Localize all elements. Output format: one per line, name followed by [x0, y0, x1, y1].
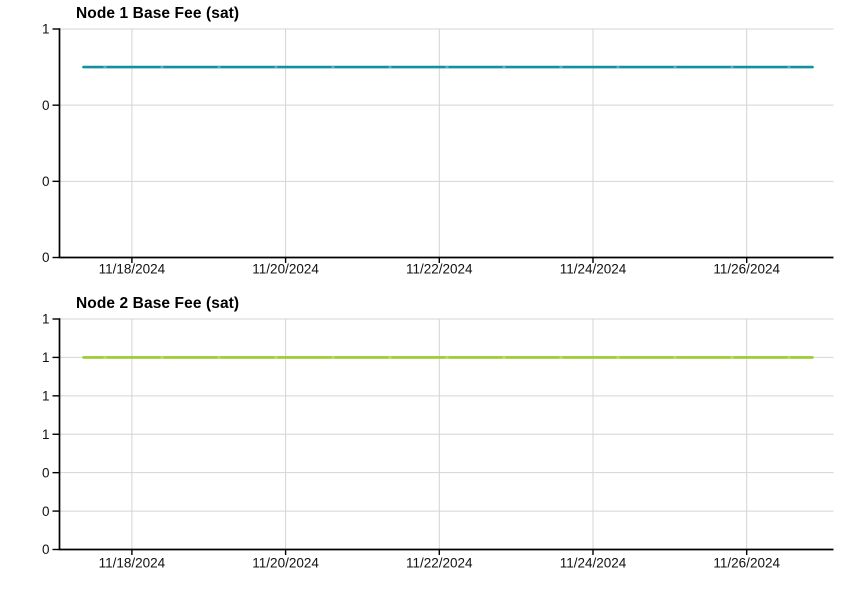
y-tick-label: 1	[42, 427, 50, 442]
x-tick-label: 11/24/2024	[560, 556, 627, 571]
x-tick-label: 11/18/2024	[99, 262, 166, 277]
x-tick-label: 11/24/2024	[560, 262, 627, 277]
x-tick-label: 11/26/2024	[713, 556, 780, 571]
x-tick-label: 11/26/2024	[713, 262, 780, 277]
y-tick-label: 0	[42, 542, 50, 557]
x-tick-label: 11/18/2024	[99, 556, 166, 571]
y-tick-label: 0	[42, 465, 50, 480]
y-tick-label: 0	[42, 504, 50, 519]
chart-title-node1: Node 1 Base Fee (sat)	[76, 5, 240, 22]
x-tick-label: 11/20/2024	[252, 262, 319, 277]
y-tick-label: 1	[42, 350, 50, 365]
y-tick-label: 0	[42, 98, 50, 113]
x-tick-label: 11/22/2024	[406, 262, 473, 277]
chart-title-node2: Node 2 Base Fee (sat)	[76, 295, 240, 312]
y-tick-label: 0	[42, 174, 50, 189]
y-tick-label: 0	[42, 250, 50, 265]
x-tick-label: 11/20/2024	[252, 556, 319, 571]
x-tick-label: 11/22/2024	[406, 556, 473, 571]
y-tick-label: 1	[42, 389, 50, 404]
y-tick-label: 1	[42, 22, 50, 37]
y-tick-label: 1	[42, 312, 50, 327]
